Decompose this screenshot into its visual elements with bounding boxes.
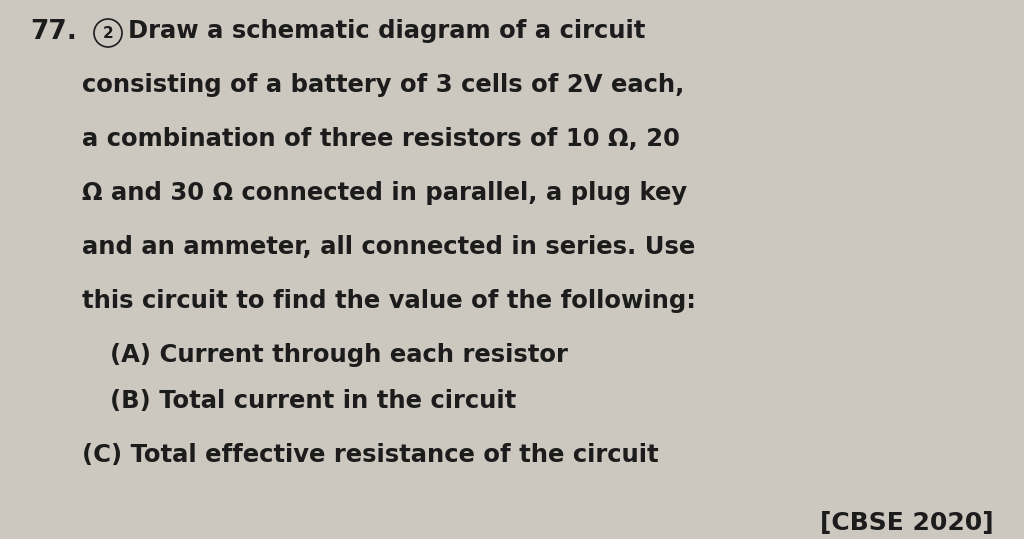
Text: a combination of three resistors of 10 Ω, 20: a combination of three resistors of 10 Ω…: [82, 127, 680, 151]
Text: [CBSE 2020]: [CBSE 2020]: [820, 511, 994, 535]
Text: 77.: 77.: [30, 19, 77, 45]
Text: (C) Total effective resistance of the circuit: (C) Total effective resistance of the ci…: [82, 443, 658, 467]
Text: and an ammeter, all connected in series. Use: and an ammeter, all connected in series.…: [82, 235, 695, 259]
Text: consisting of a battery of 3 cells of 2V each,: consisting of a battery of 3 cells of 2V…: [82, 73, 684, 97]
Text: (A) Current through each resistor: (A) Current through each resistor: [110, 343, 568, 367]
Text: this circuit to find the value of the following:: this circuit to find the value of the fo…: [82, 289, 696, 313]
Text: 2: 2: [102, 25, 114, 40]
Text: Ω and 30 Ω connected in parallel, a plug key: Ω and 30 Ω connected in parallel, a plug…: [82, 181, 687, 205]
Text: (B) Total current in the circuit: (B) Total current in the circuit: [110, 389, 516, 413]
Text: Draw a schematic diagram of a circuit: Draw a schematic diagram of a circuit: [128, 19, 645, 43]
